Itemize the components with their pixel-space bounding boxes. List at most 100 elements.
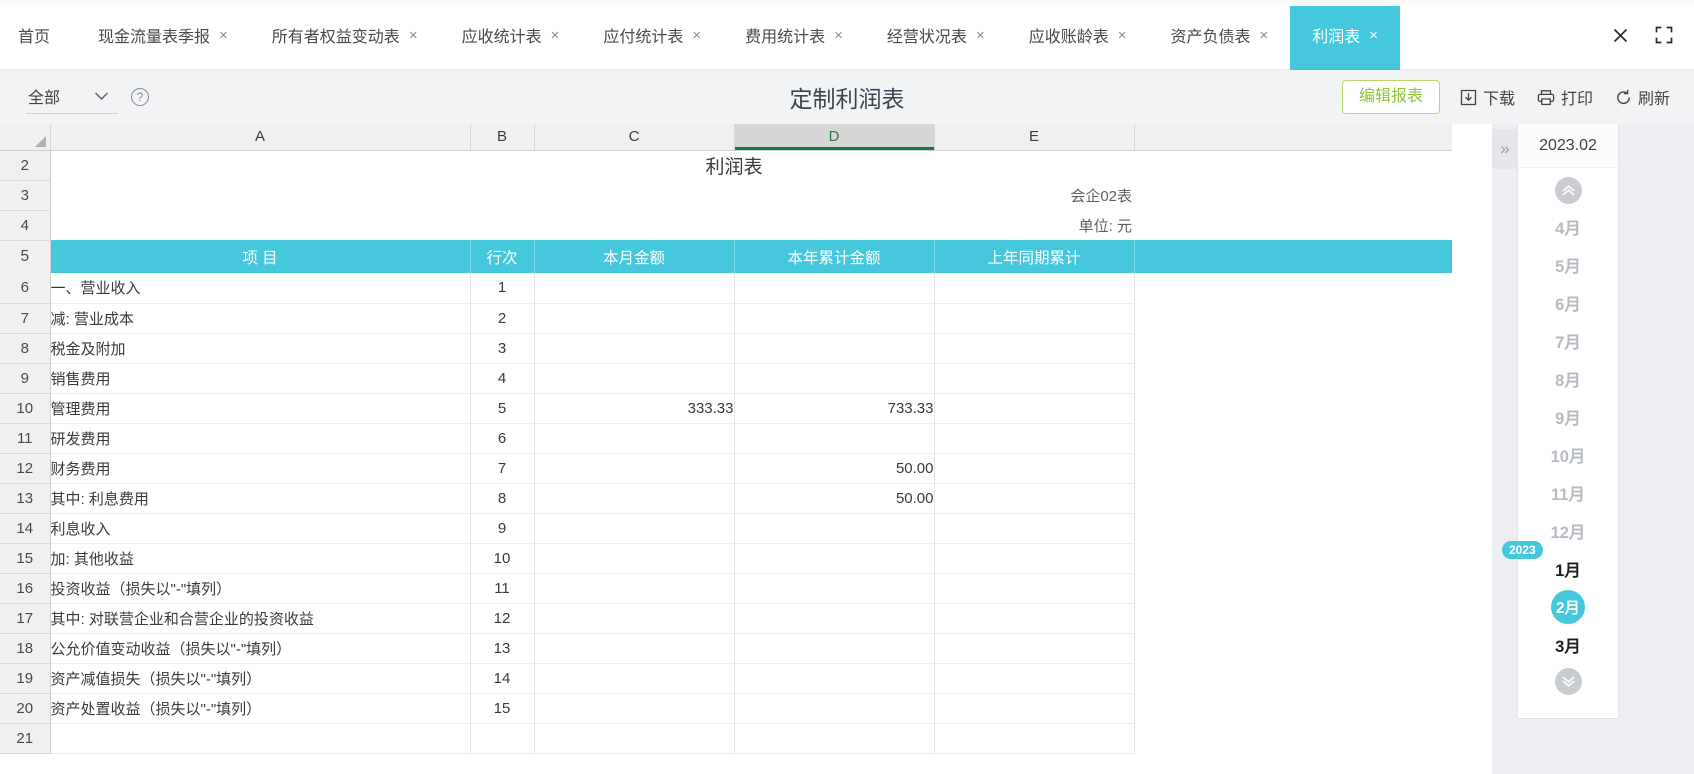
prior-ytd-cell-10[interactable]: [934, 393, 1135, 424]
tab-close-icon[interactable]: ×: [834, 26, 843, 44]
table-row[interactable]: 10 管理费用 5 333.33 733.33: [0, 393, 1452, 424]
line-cell-8[interactable]: 3: [470, 333, 535, 364]
month-scroll-down-button[interactable]: [1554, 668, 1582, 695]
tab-0[interactable]: 首页: [0, 0, 76, 70]
line-cell-16[interactable]: 11: [470, 573, 535, 604]
line-cell-19[interactable]: 14: [470, 663, 535, 694]
cell-pad11[interactable]: [1134, 423, 1452, 453]
cell-A2[interactable]: [50, 150, 470, 180]
table-row[interactable]: 12 财务费用 7 50.00: [0, 453, 1452, 484]
prior-ytd-cell-13[interactable]: [934, 483, 1135, 514]
prior-ytd-cell-17[interactable]: [934, 603, 1135, 634]
item-cell-15[interactable]: 加: 其他收益: [50, 543, 471, 574]
month-item-5月[interactable]: 5月: [1518, 246, 1618, 284]
row-header-14[interactable]: 14: [0, 513, 51, 544]
print-button[interactable]: 打印: [1535, 81, 1595, 113]
line-cell-12[interactable]: 7: [470, 453, 535, 484]
month-item-9月[interactable]: 9月: [1518, 398, 1618, 436]
tab-close-icon[interactable]: ×: [692, 26, 702, 44]
item-cell-21[interactable]: [50, 723, 471, 754]
item-cell-7[interactable]: 减: 营业成本: [50, 303, 471, 334]
row-header-4[interactable]: 4: [0, 210, 51, 241]
month-amount-cell-19[interactable]: [534, 663, 735, 694]
tab-close-icon[interactable]: ×: [975, 26, 985, 44]
item-cell-19[interactable]: 资产减值损失（损失以"-"填列）: [50, 663, 471, 694]
column-header-E[interactable]: E: [934, 124, 1135, 151]
ytd-amount-cell-11[interactable]: [734, 423, 935, 454]
tab-close-icon[interactable]: ×: [550, 26, 560, 44]
row-header-13[interactable]: 13: [0, 483, 51, 514]
close-all-tabs-button[interactable]: [1598, 13, 1642, 57]
month-amount-cell-11[interactable]: [534, 423, 735, 454]
ytd-amount-cell-9[interactable]: [734, 363, 935, 394]
item-cell-8[interactable]: 税金及附加: [50, 333, 471, 364]
cell-pad15[interactable]: [1134, 543, 1452, 573]
tab-7[interactable]: 应收账龄表 ×: [1007, 0, 1149, 70]
month-item-8月[interactable]: 8月: [1518, 360, 1618, 398]
help-icon[interactable]: ?: [131, 88, 149, 106]
item-cell-6[interactable]: 一、营业收入: [50, 273, 471, 304]
column-header-A[interactable]: A: [50, 124, 471, 151]
table-row[interactable]: 14 利息收入 9: [0, 513, 1452, 544]
month-amount-cell-8[interactable]: [534, 333, 735, 364]
cell-B4[interactable]: [470, 210, 534, 240]
ytd-amount-cell-14[interactable]: [734, 513, 935, 544]
ytd-amount-cell-15[interactable]: [734, 543, 935, 574]
row-header-12[interactable]: 12: [0, 453, 51, 484]
table-row[interactable]: 21: [0, 723, 1452, 754]
tab-2[interactable]: 所有者权益变动表 ×: [250, 0, 440, 70]
cell-pad2[interactable]: [1134, 150, 1452, 180]
table-row[interactable]: 7 减: 营业成本 2: [0, 303, 1452, 334]
collapse-panel-button[interactable]: »: [1492, 129, 1518, 169]
ytd-amount-cell-19[interactable]: [734, 663, 935, 694]
table-row[interactable]: 20 资产处置收益（损失以"-"填列） 15: [0, 693, 1452, 724]
cell-pad19[interactable]: [1134, 663, 1452, 693]
cell-D3[interactable]: [734, 180, 934, 210]
tab-6[interactable]: 经营状况表 ×: [865, 0, 1007, 70]
item-cell-17[interactable]: 其中: 对联营企业和合营企业的投资收益: [50, 603, 471, 634]
ytd-amount-cell-6[interactable]: [734, 273, 935, 304]
prior-ytd-cell-6[interactable]: [934, 273, 1135, 304]
table-row[interactable]: 16 投资收益（损失以"-"填列） 11: [0, 573, 1452, 604]
prior-ytd-cell-11[interactable]: [934, 423, 1135, 454]
month-amount-cell-9[interactable]: [534, 363, 735, 394]
ytd-amount-cell-8[interactable]: [734, 333, 935, 364]
table-row[interactable]: 3 会企02表: [0, 180, 1452, 211]
row-header-8[interactable]: 8: [0, 333, 51, 364]
prior-ytd-cell-12[interactable]: [934, 453, 1135, 484]
ytd-amount-cell-10[interactable]: 733.33: [734, 393, 935, 424]
tab-3[interactable]: 应收统计表 ×: [440, 0, 582, 70]
row-header-5[interactable]: 5: [0, 240, 51, 273]
month-item-11月[interactable]: 11月: [1518, 474, 1618, 512]
month-item-4月[interactable]: 4月: [1518, 208, 1618, 246]
table-row[interactable]: 2 利润表: [0, 150, 1452, 181]
line-cell-9[interactable]: 4: [470, 363, 535, 394]
line-cell-13[interactable]: 8: [470, 483, 535, 514]
row-header-6[interactable]: 6: [0, 273, 51, 304]
month-amount-cell-13[interactable]: [534, 483, 735, 514]
row-header-7[interactable]: 7: [0, 303, 51, 334]
table-row[interactable]: 8 税金及附加 3: [0, 333, 1452, 364]
cell-pad20[interactable]: [1134, 693, 1452, 723]
cell-C3[interactable]: [534, 180, 734, 210]
tab-close-icon[interactable]: ×: [1369, 26, 1379, 44]
prior-ytd-cell-7[interactable]: [934, 303, 1135, 334]
cell-pad6[interactable]: [1134, 273, 1452, 303]
line-cell-21[interactable]: [470, 723, 535, 754]
month-item-10月[interactable]: 10月: [1518, 436, 1618, 474]
table-header-4[interactable]: 上年同期累计: [934, 240, 1135, 273]
cell-pad18[interactable]: [1134, 633, 1452, 663]
row-header-19[interactable]: 19: [0, 663, 51, 694]
row-header-2[interactable]: 2: [0, 150, 51, 181]
tab-4[interactable]: 应付统计表 ×: [581, 0, 723, 70]
ytd-amount-cell-12[interactable]: 50.00: [734, 453, 935, 484]
ytd-amount-cell-20[interactable]: [734, 693, 935, 724]
cell-pad14[interactable]: [1134, 513, 1452, 543]
cell-A3[interactable]: [50, 180, 470, 210]
current-period-label[interactable]: 2023.02: [1518, 124, 1618, 168]
table-row[interactable]: 9 销售费用 4: [0, 363, 1452, 394]
item-cell-16[interactable]: 投资收益（损失以"-"填列）: [50, 573, 471, 604]
cell-pad7[interactable]: [1134, 303, 1452, 333]
row-header-21[interactable]: 21: [0, 723, 51, 754]
